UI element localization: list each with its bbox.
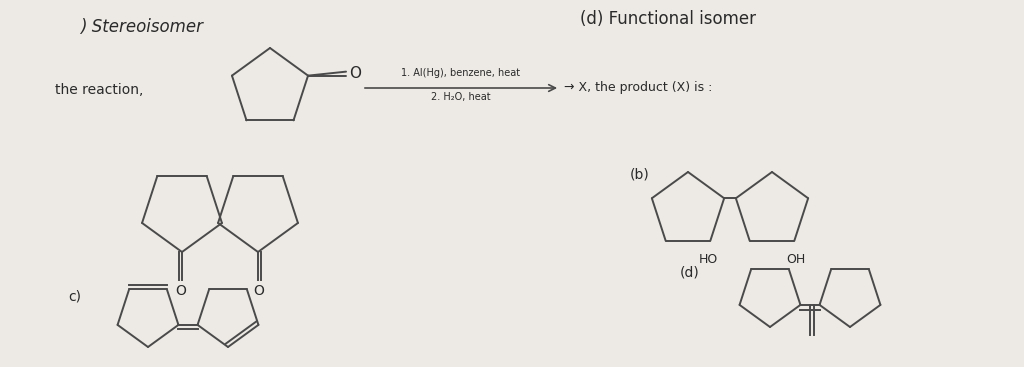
Text: OH: OH xyxy=(786,253,806,266)
Text: O: O xyxy=(254,284,264,298)
Text: HO: HO xyxy=(698,253,718,266)
Text: O: O xyxy=(349,66,361,81)
Text: (d) Functional isomer: (d) Functional isomer xyxy=(580,10,756,28)
Text: c): c) xyxy=(68,290,81,304)
Text: O: O xyxy=(175,284,186,298)
Text: ) Stereoisomer: ) Stereoisomer xyxy=(80,18,203,36)
Text: 1. Al(Hg), benzene, heat: 1. Al(Hg), benzene, heat xyxy=(401,68,520,78)
Text: the reaction,: the reaction, xyxy=(55,83,143,97)
Text: (b): (b) xyxy=(630,168,650,182)
Text: 2. H₂O, heat: 2. H₂O, heat xyxy=(431,92,490,102)
Text: (d): (d) xyxy=(680,265,699,279)
Text: → X, the product (X) is :: → X, the product (X) is : xyxy=(564,81,713,94)
